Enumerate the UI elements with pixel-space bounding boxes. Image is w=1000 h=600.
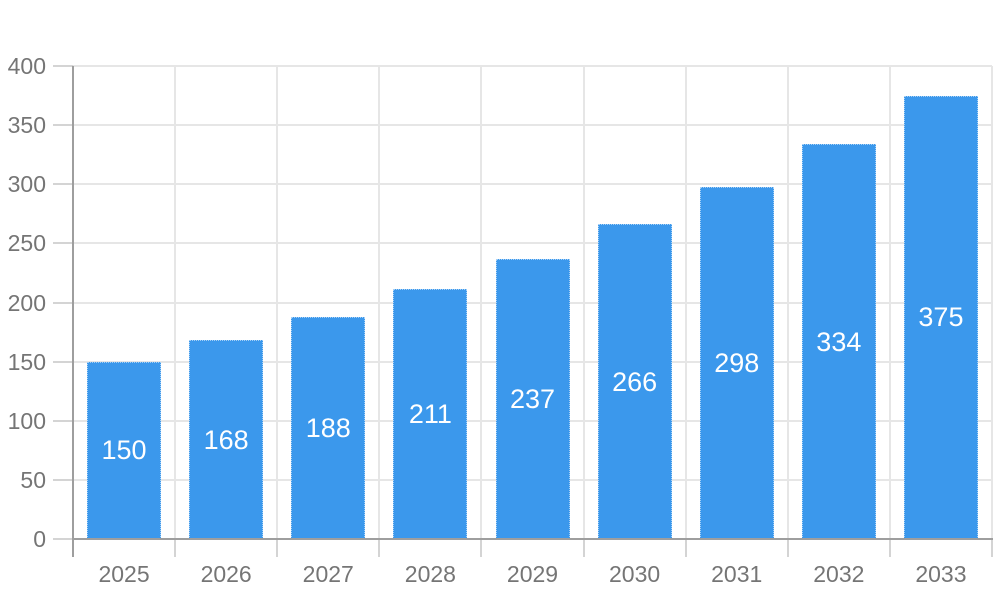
- x-tick-label: 2031: [711, 561, 763, 587]
- gridline-vertical: [684, 66, 687, 539]
- bar-value-label: 298: [714, 347, 760, 378]
- gridline-vertical: [786, 66, 789, 539]
- bar-value-label: 266: [612, 366, 658, 397]
- gridline-vertical: [582, 66, 585, 539]
- gridline-vertical: [888, 66, 891, 539]
- x-tick-label: 2032: [813, 561, 865, 587]
- bar-value-label: 237: [509, 383, 556, 414]
- gridline-vertical: [991, 66, 993, 539]
- bar-2032[interactable]: [801, 144, 876, 539]
- gridline-horizontal: [73, 242, 992, 245]
- bar-value-label: 334: [816, 326, 862, 357]
- bar-value-label: 188: [305, 412, 351, 443]
- y-tick-label: 0: [33, 526, 46, 552]
- bar-2025[interactable]: [87, 361, 162, 539]
- bar-2033[interactable]: [903, 95, 978, 539]
- bar-2030[interactable]: [597, 224, 672, 539]
- bar-2028[interactable]: [393, 289, 468, 539]
- y-tick-label: 100: [7, 407, 46, 434]
- gridline-horizontal: [73, 65, 992, 67]
- x-axis-tick: [582, 539, 585, 557]
- x-axis-tick: [684, 539, 687, 557]
- x-axis-tick: [991, 539, 993, 557]
- y-tick-label: 200: [7, 289, 46, 316]
- x-tick-label: 2033: [915, 561, 967, 587]
- bar-value-label: 211: [408, 399, 452, 430]
- gridline-horizontal: [73, 124, 992, 127]
- y-tick-label: 50: [20, 466, 46, 493]
- y-tick-label: 400: [7, 53, 46, 79]
- gridline-vertical: [174, 66, 177, 539]
- bar-2027[interactable]: [291, 316, 366, 539]
- x-tick-label: 2028: [404, 561, 456, 587]
- gridline-vertical: [480, 66, 483, 539]
- bar-value-label: 375: [918, 302, 964, 333]
- x-axis-tick: [276, 539, 279, 557]
- gridline-horizontal: [73, 183, 992, 186]
- x-axis-line: [72, 538, 993, 540]
- y-axis-tick: [53, 419, 73, 422]
- x-tick-label: 2025: [98, 561, 150, 587]
- x-axis-tick: [72, 539, 74, 557]
- y-tick-label: 350: [7, 112, 46, 139]
- x-axis-tick: [174, 539, 177, 557]
- y-axis-tick: [53, 183, 73, 186]
- x-tick-label: 2029: [506, 561, 559, 587]
- bar-value-label: 168: [203, 424, 249, 455]
- x-tick-label: 2027: [302, 561, 354, 587]
- y-axis-tick: [53, 301, 73, 304]
- x-tick-label: 2030: [609, 561, 661, 587]
- y-tick-label: 300: [7, 171, 46, 198]
- x-tick-label: 2026: [200, 561, 252, 587]
- bar-2026[interactable]: [189, 340, 264, 539]
- x-axis-tick: [480, 539, 483, 557]
- gridline-vertical: [276, 66, 279, 539]
- x-axis-tick: [786, 539, 789, 557]
- bar-value-label: 150: [101, 435, 147, 466]
- y-tick-label: 150: [7, 348, 46, 375]
- y-axis-tick: [53, 242, 73, 245]
- y-axis-tick: [53, 360, 73, 363]
- y-axis-line: [72, 66, 74, 539]
- y-axis-tick: [53, 478, 73, 481]
- x-axis-tick: [888, 539, 891, 557]
- x-axis-tick: [378, 539, 381, 557]
- gridline-vertical: [378, 66, 381, 539]
- y-axis-tick: [53, 65, 73, 67]
- bar-2029[interactable]: [495, 258, 570, 539]
- y-tick-label: 250: [7, 230, 46, 257]
- y-axis-tick: [53, 124, 73, 127]
- bar-2031[interactable]: [699, 186, 774, 539]
- y-axis-tick: [53, 538, 73, 540]
